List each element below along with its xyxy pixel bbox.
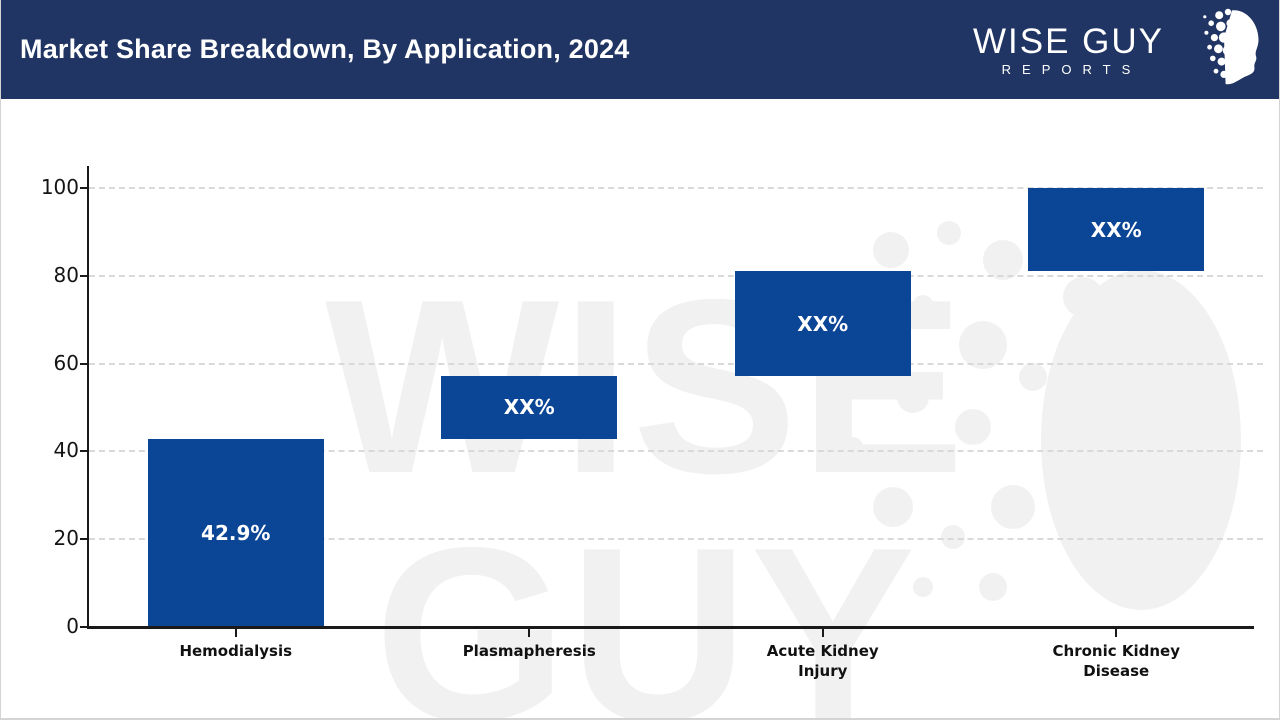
logo-text: WISE GUY REPORTS xyxy=(973,24,1164,76)
gridline xyxy=(89,362,1263,365)
gridline xyxy=(89,538,1263,541)
logo-wordmark: WISE GUY xyxy=(972,21,1164,61)
wise-guy-reports-logo: WISE GUY REPORTS xyxy=(973,5,1279,95)
x-axis-tick xyxy=(1115,629,1118,637)
x-axis-line xyxy=(87,626,1254,629)
y-axis-tick xyxy=(80,626,88,628)
bar-acute-kidney-injury: XX% xyxy=(734,271,911,377)
bar-value-label: XX% xyxy=(503,395,555,420)
category-label: Hemodialysis xyxy=(179,642,293,660)
watermark-dots-icon xyxy=(831,205,1261,629)
y-axis-tick-label: 60 xyxy=(53,350,79,375)
gridline xyxy=(89,274,1263,277)
y-axis-tick-label: 20 xyxy=(53,526,79,551)
header-band: Market Share Breakdown, By Application, … xyxy=(1,0,1279,99)
y-axis-tick xyxy=(80,538,88,541)
logo-subtitle: REPORTS xyxy=(1001,61,1142,77)
y-axis-line xyxy=(87,166,89,629)
bar-value-label: XX% xyxy=(797,311,849,336)
bar-hemodialysis: 42.9% xyxy=(147,438,324,627)
y-axis-tick xyxy=(80,450,88,453)
x-axis-tick xyxy=(821,629,824,637)
gridline xyxy=(89,187,1263,189)
y-axis-tick xyxy=(80,362,88,365)
y-axis-tick xyxy=(80,274,88,277)
y-axis-tick xyxy=(80,187,88,189)
gridline xyxy=(89,450,1263,453)
bar-value-label: XX% xyxy=(1090,217,1142,242)
x-axis-tick xyxy=(234,629,237,637)
y-axis-tick-label: 100 xyxy=(40,175,79,199)
chart-title: Market Share Breakdown, By Application, … xyxy=(20,34,630,64)
y-axis-tick-label: 40 xyxy=(53,438,79,463)
dotted-head-logo-icon xyxy=(1168,5,1264,95)
category-label: Acute Kidney Injury xyxy=(766,642,879,681)
bar-plasmapheresis: XX% xyxy=(441,376,618,439)
bar-value-label: 42.9% xyxy=(201,520,271,545)
category-label: Chronic Kidney Disease xyxy=(1052,642,1180,681)
y-axis-tick-label: 80 xyxy=(53,262,79,287)
category-label: Plasmapheresis xyxy=(462,642,596,660)
bar-chronic-kidney-disease: XX% xyxy=(1028,188,1205,272)
y-axis-tick-label: 0 xyxy=(66,614,79,638)
x-axis-tick xyxy=(528,629,531,637)
